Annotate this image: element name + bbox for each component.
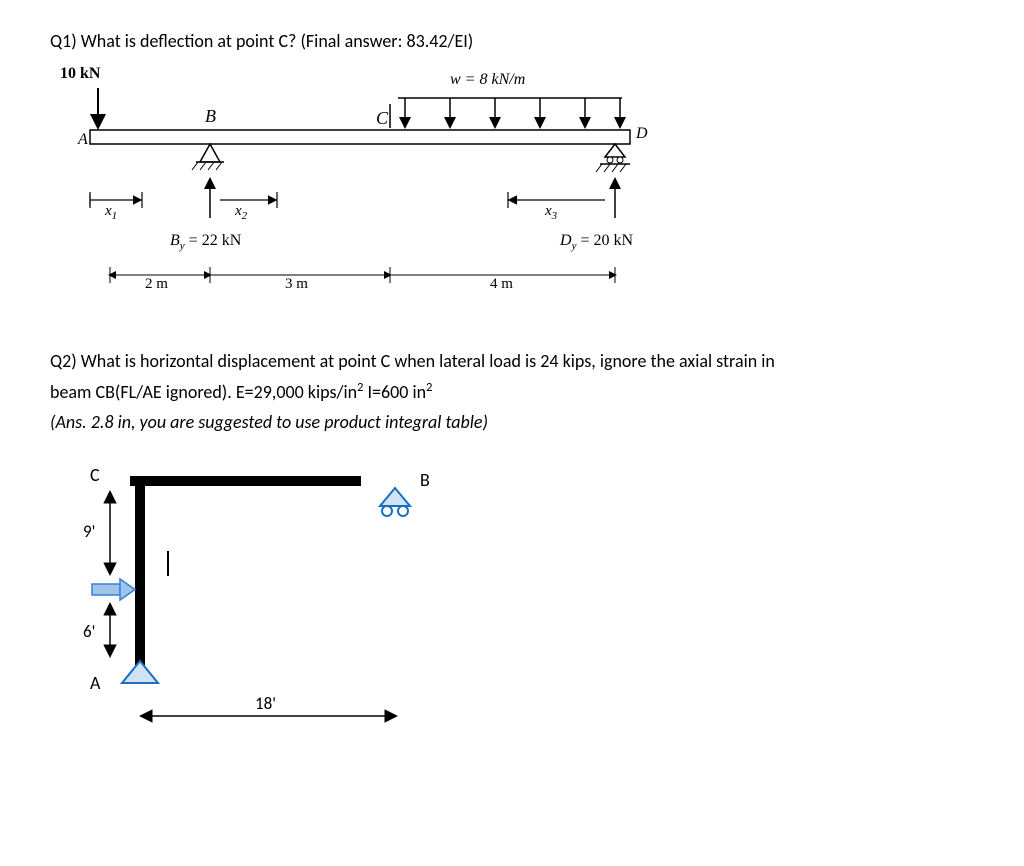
label-b2: B (420, 469, 430, 491)
label-a2: A (90, 672, 101, 694)
svg-text:2 m: 2 m (145, 276, 168, 292)
label-a: A (77, 131, 88, 148)
label-b: B (205, 106, 216, 126)
q2-hint: (Ans. 2.8 in, you are suggested to use p… (50, 411, 974, 433)
label-c: C (376, 108, 389, 128)
dim-9ft: 9' (83, 493, 110, 573)
reaction-by-label: By = 22 kN (170, 232, 242, 252)
svg-text:18': 18' (255, 693, 276, 714)
support-b (192, 144, 224, 170)
support-b2 (380, 488, 410, 516)
dist-load-arrows (405, 98, 620, 126)
coord-x1: x1 (90, 192, 142, 222)
svg-text:x2: x2 (234, 203, 248, 222)
q1-prompt: Q1) What is deflection at point C? (Fina… (50, 30, 974, 52)
svg-text:x3: x3 (544, 203, 558, 222)
coord-x3: x3 (508, 192, 605, 222)
q1-figure: A 10 kN B C w = 8 kN/m D (50, 60, 974, 320)
reaction-dy-label: Dy = 20 kN (559, 232, 633, 252)
point-load-label: 10 kN (60, 65, 101, 82)
dim-line: 2 m 3 m 4 m (110, 267, 615, 292)
svg-text:6': 6' (83, 621, 95, 642)
lateral-load-arrow (92, 579, 135, 600)
svg-text:9': 9' (83, 521, 95, 542)
coord-x2: x2 (220, 192, 277, 222)
q2-prompt-line1: Q2) What is horizontal displacement at p… (50, 350, 974, 372)
q2-figure: C B A 9' 6' 18' (50, 441, 974, 741)
support-d (596, 144, 630, 172)
q2-prompt-line2: beam CB(FL/AE ignored). E=29,000 kips/in… (50, 380, 974, 403)
svg-text:x1: x1 (104, 203, 117, 222)
svg-text:3 m: 3 m (285, 276, 308, 292)
beam-body (90, 130, 630, 144)
dim-6ft: 6' (83, 605, 110, 655)
support-a2 (122, 661, 158, 683)
dist-load-label: w = 8 kN/m (450, 71, 525, 88)
label-c2: C (90, 464, 100, 486)
label-d: D (635, 125, 648, 142)
dim-18ft: 18' (142, 693, 395, 716)
svg-text:4 m: 4 m (490, 276, 513, 292)
